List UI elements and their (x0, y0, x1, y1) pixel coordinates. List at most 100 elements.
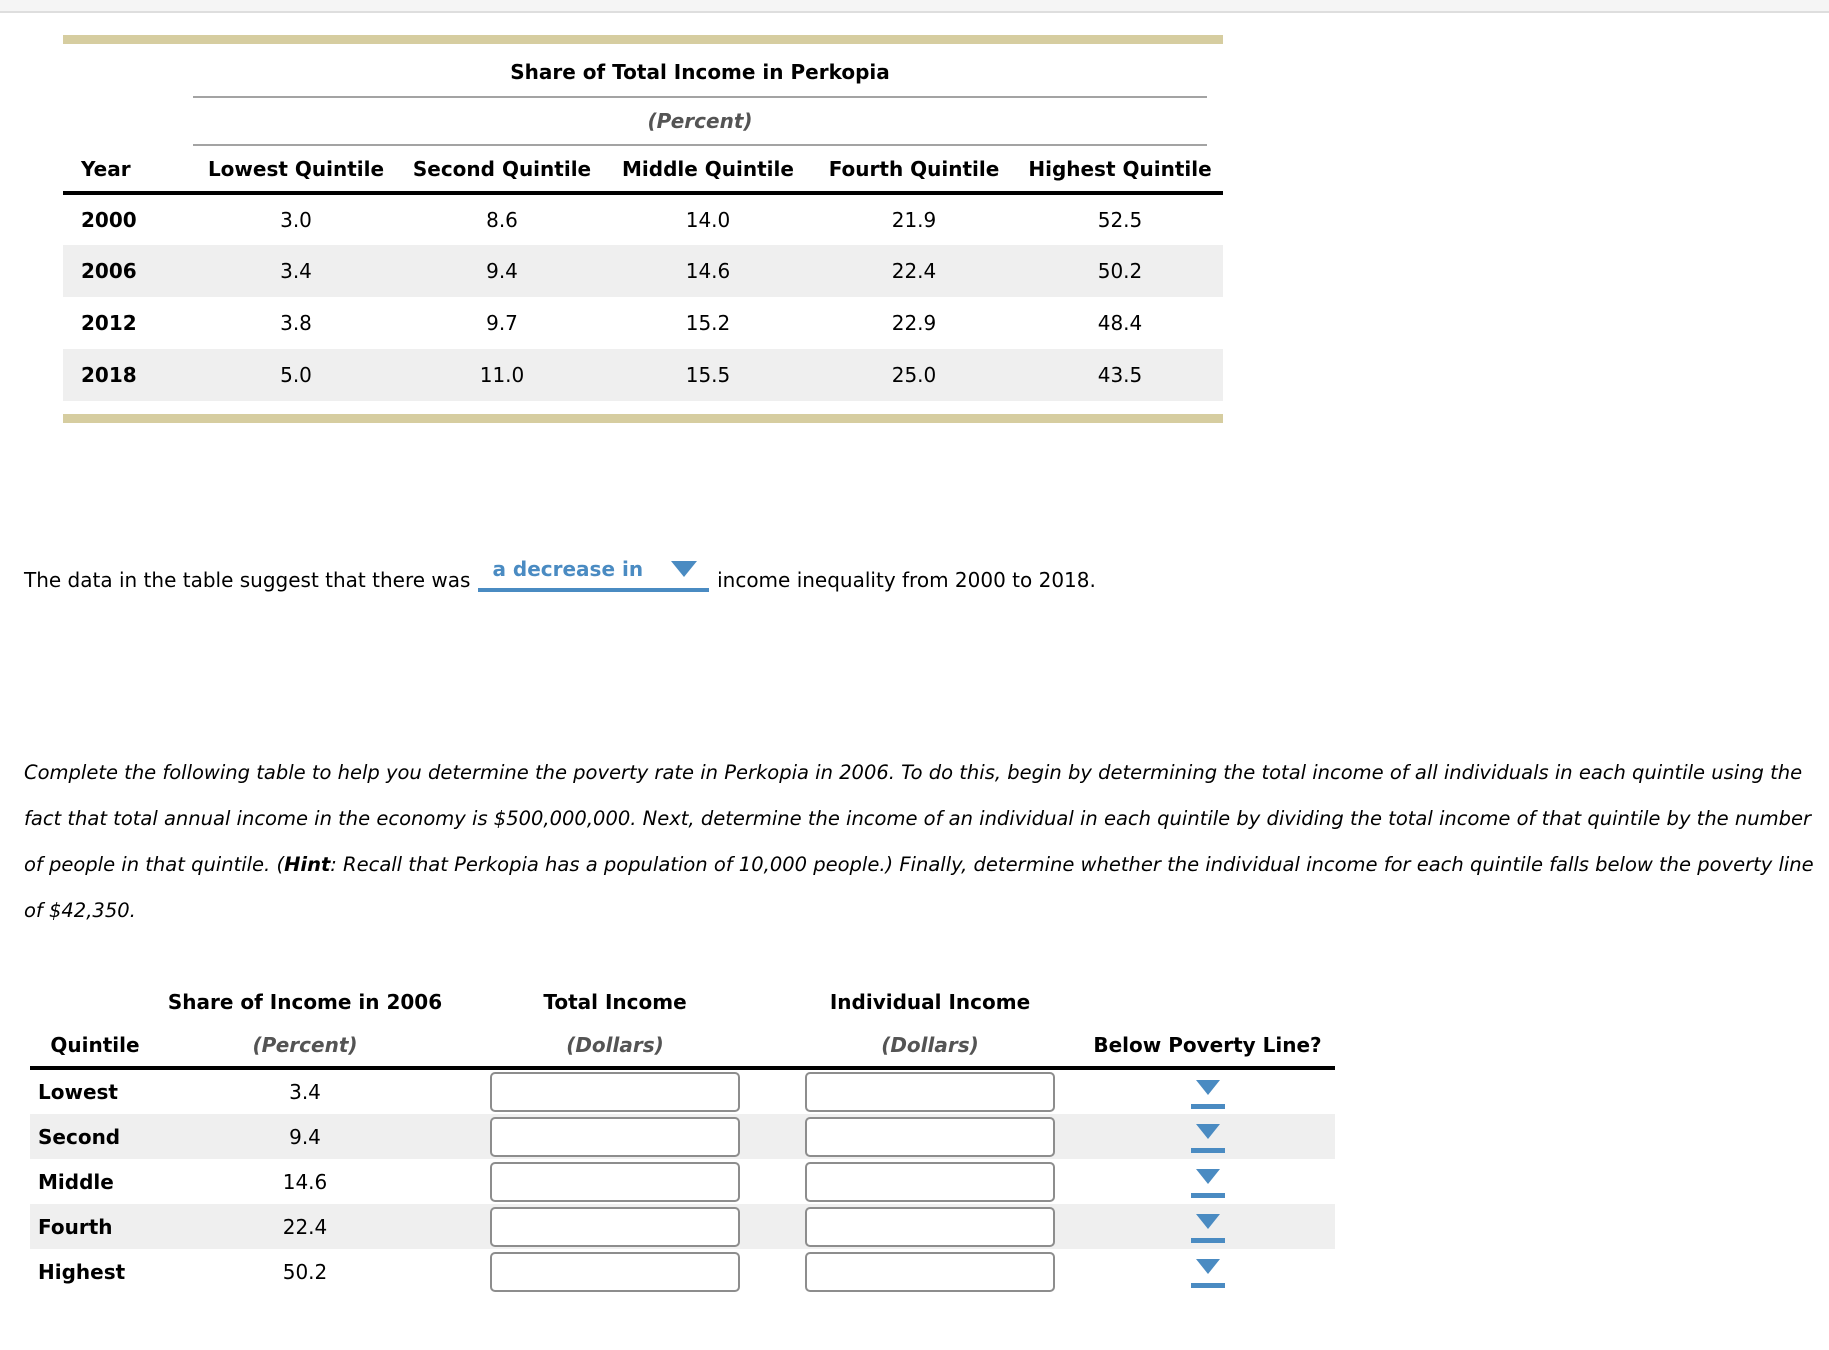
share-value: 22.4 (282, 1214, 328, 1239)
table-row-2012: 2012 3.8 9.7 15.2 22.9 48.4 (63, 297, 1223, 349)
value-cell: 11.0 (479, 363, 525, 387)
income-inequality-dropdown[interactable]: a decrease in (478, 557, 710, 592)
share-value: 3.4 (289, 1080, 321, 1104)
column-header-quintile: Quintile (30, 1024, 160, 1070)
value-cell: 14.0 (685, 208, 731, 232)
value-cell: 5.0 (280, 363, 312, 387)
below-poverty-dropdown-highest[interactable] (1190, 1259, 1225, 1288)
value-cell: 3.4 (280, 259, 312, 283)
poverty-row-middle: Middle 14.6 (30, 1159, 1335, 1204)
value-cell: 25.0 (891, 363, 937, 387)
quintile-label: Fourth (38, 1214, 113, 1239)
table-row-2000: 2000 3.0 8.6 14.0 21.9 52.5 (63, 193, 1223, 245)
poverty-row-second: Second 9.4 (30, 1114, 1335, 1159)
year-cell: 2000 (81, 208, 137, 232)
below-poverty-dropdown-second[interactable] (1190, 1124, 1225, 1153)
value-cell: 9.7 (486, 311, 518, 335)
column-header-individual-income: Individual Income (829, 990, 1031, 1014)
quintile-label: Highest (38, 1259, 126, 1284)
table-title: Share of Total Income in Perkopia (193, 44, 1207, 98)
individual-income-input-highest[interactable] (805, 1251, 1055, 1292)
quintile-label: Lowest (38, 1080, 118, 1104)
value-cell: 3.0 (280, 208, 312, 232)
column-header-total-income: Total Income (543, 990, 687, 1014)
table-bottom-accent-bar (63, 414, 1223, 423)
instructions-part1: Complete the following table to help you… (24, 761, 1811, 876)
value-cell: 52.5 (1097, 208, 1143, 232)
caret-down-icon (1195, 1079, 1220, 1095)
poverty-table-unit-header-row: Quintile (Percent) (Dollars) (Dollars) B… (30, 1024, 1335, 1070)
value-cell: 22.4 (891, 259, 937, 283)
share-value: 9.4 (289, 1124, 321, 1149)
value-cell: 21.9 (891, 208, 937, 232)
below-poverty-dropdown-fourth[interactable] (1190, 1214, 1225, 1243)
poverty-row-lowest: Lowest 3.4 (30, 1068, 1335, 1114)
column-header-fourth-quintile: Fourth Quintile (811, 146, 1017, 195)
income-share-table-section: Share of Total Income in Perkopia (Perce… (63, 35, 1223, 423)
page-top-strip (0, 0, 1829, 13)
sentence-after-text: income inequality from 2000 to 2018. (717, 568, 1096, 592)
year-cell: 2012 (81, 311, 137, 335)
unit-label-dollars-individual: (Dollars) (780, 1024, 1080, 1070)
poverty-table-group-header-row: Share of Income in 2006 Total Income Ind… (30, 980, 1335, 1024)
column-header-year: Year (63, 146, 193, 195)
caret-down-icon (671, 561, 698, 577)
dropdown-underline (1190, 1103, 1225, 1109)
dropdown-underline (1190, 1148, 1225, 1153)
table-title-block: Share of Total Income in Perkopia (Perce… (193, 44, 1207, 146)
empty-header-cell (1080, 980, 1335, 1024)
caret-down-icon (1195, 1169, 1220, 1184)
value-cell: 14.6 (685, 259, 731, 283)
table-row-2006: 2006 3.4 9.4 14.6 22.4 50.2 (63, 245, 1223, 297)
value-cell: 50.2 (1097, 259, 1143, 283)
poverty-row-fourth: Fourth 22.4 (30, 1204, 1335, 1249)
column-header-middle-quintile: Middle Quintile (605, 146, 811, 195)
empty-header-cell (30, 980, 160, 1024)
poverty-row-highest: Highest 50.2 (30, 1249, 1335, 1294)
value-cell: 8.6 (486, 208, 518, 232)
caret-down-icon (1195, 1214, 1220, 1229)
poverty-rate-table: Share of Income in 2006 Total Income Ind… (30, 980, 1335, 1294)
instructions-part2: : Recall that Perkopia has a population … (24, 853, 1814, 922)
dropdown-underline (1190, 1193, 1225, 1198)
individual-income-input-second[interactable] (805, 1116, 1055, 1157)
sentence-before-text: The data in the table suggest that there… (24, 568, 471, 592)
value-cell: 15.5 (685, 363, 731, 387)
individual-income-input-lowest[interactable] (805, 1072, 1055, 1112)
income-share-table: Year Lowest Quintile Second Quintile Mid… (63, 146, 1223, 401)
caret-down-icon (1195, 1259, 1220, 1274)
value-cell: 15.2 (685, 311, 731, 335)
column-header-highest-quintile: Highest Quintile (1017, 146, 1223, 195)
individual-income-input-fourth[interactable] (805, 1206, 1055, 1247)
table-subtitle: (Percent) (193, 98, 1207, 146)
income-table-header-row: Year Lowest Quintile Second Quintile Mid… (63, 146, 1223, 195)
year-cell: 2006 (81, 259, 137, 283)
table-row-2018: 2018 5.0 11.0 15.5 25.0 43.5 (63, 349, 1223, 401)
unit-label-percent: (Percent) (160, 1024, 450, 1070)
share-value: 14.6 (282, 1169, 328, 1194)
dropdown-selected-value: a decrease in (492, 557, 644, 581)
column-header-second-quintile: Second Quintile (399, 146, 605, 195)
total-income-input-second[interactable] (490, 1116, 740, 1157)
unit-label-dollars-total: (Dollars) (450, 1024, 780, 1070)
value-cell: 48.4 (1097, 311, 1143, 335)
quintile-label: Second (38, 1124, 121, 1149)
column-header-share-of-income: Share of Income in 2006 (167, 990, 443, 1014)
total-income-input-fourth[interactable] (490, 1206, 740, 1247)
below-poverty-dropdown-lowest[interactable] (1190, 1079, 1225, 1109)
total-income-input-lowest[interactable] (490, 1072, 740, 1112)
table-top-accent-bar (63, 35, 1223, 44)
quintile-label: Middle (38, 1169, 114, 1194)
value-cell: 3.8 (280, 311, 312, 335)
value-cell: 9.4 (486, 259, 518, 283)
total-income-input-middle[interactable] (490, 1161, 740, 1202)
caret-down-icon (1195, 1124, 1220, 1139)
below-poverty-dropdown-middle[interactable] (1190, 1169, 1225, 1198)
individual-income-input-middle[interactable] (805, 1161, 1055, 1202)
value-cell: 22.9 (891, 311, 937, 335)
column-header-below-poverty-line: Below Poverty Line? (1080, 1024, 1335, 1070)
hint-label: Hint (284, 853, 331, 876)
total-income-input-highest[interactable] (490, 1251, 740, 1292)
year-cell: 2018 (81, 363, 137, 387)
column-header-lowest-quintile: Lowest Quintile (193, 146, 399, 195)
